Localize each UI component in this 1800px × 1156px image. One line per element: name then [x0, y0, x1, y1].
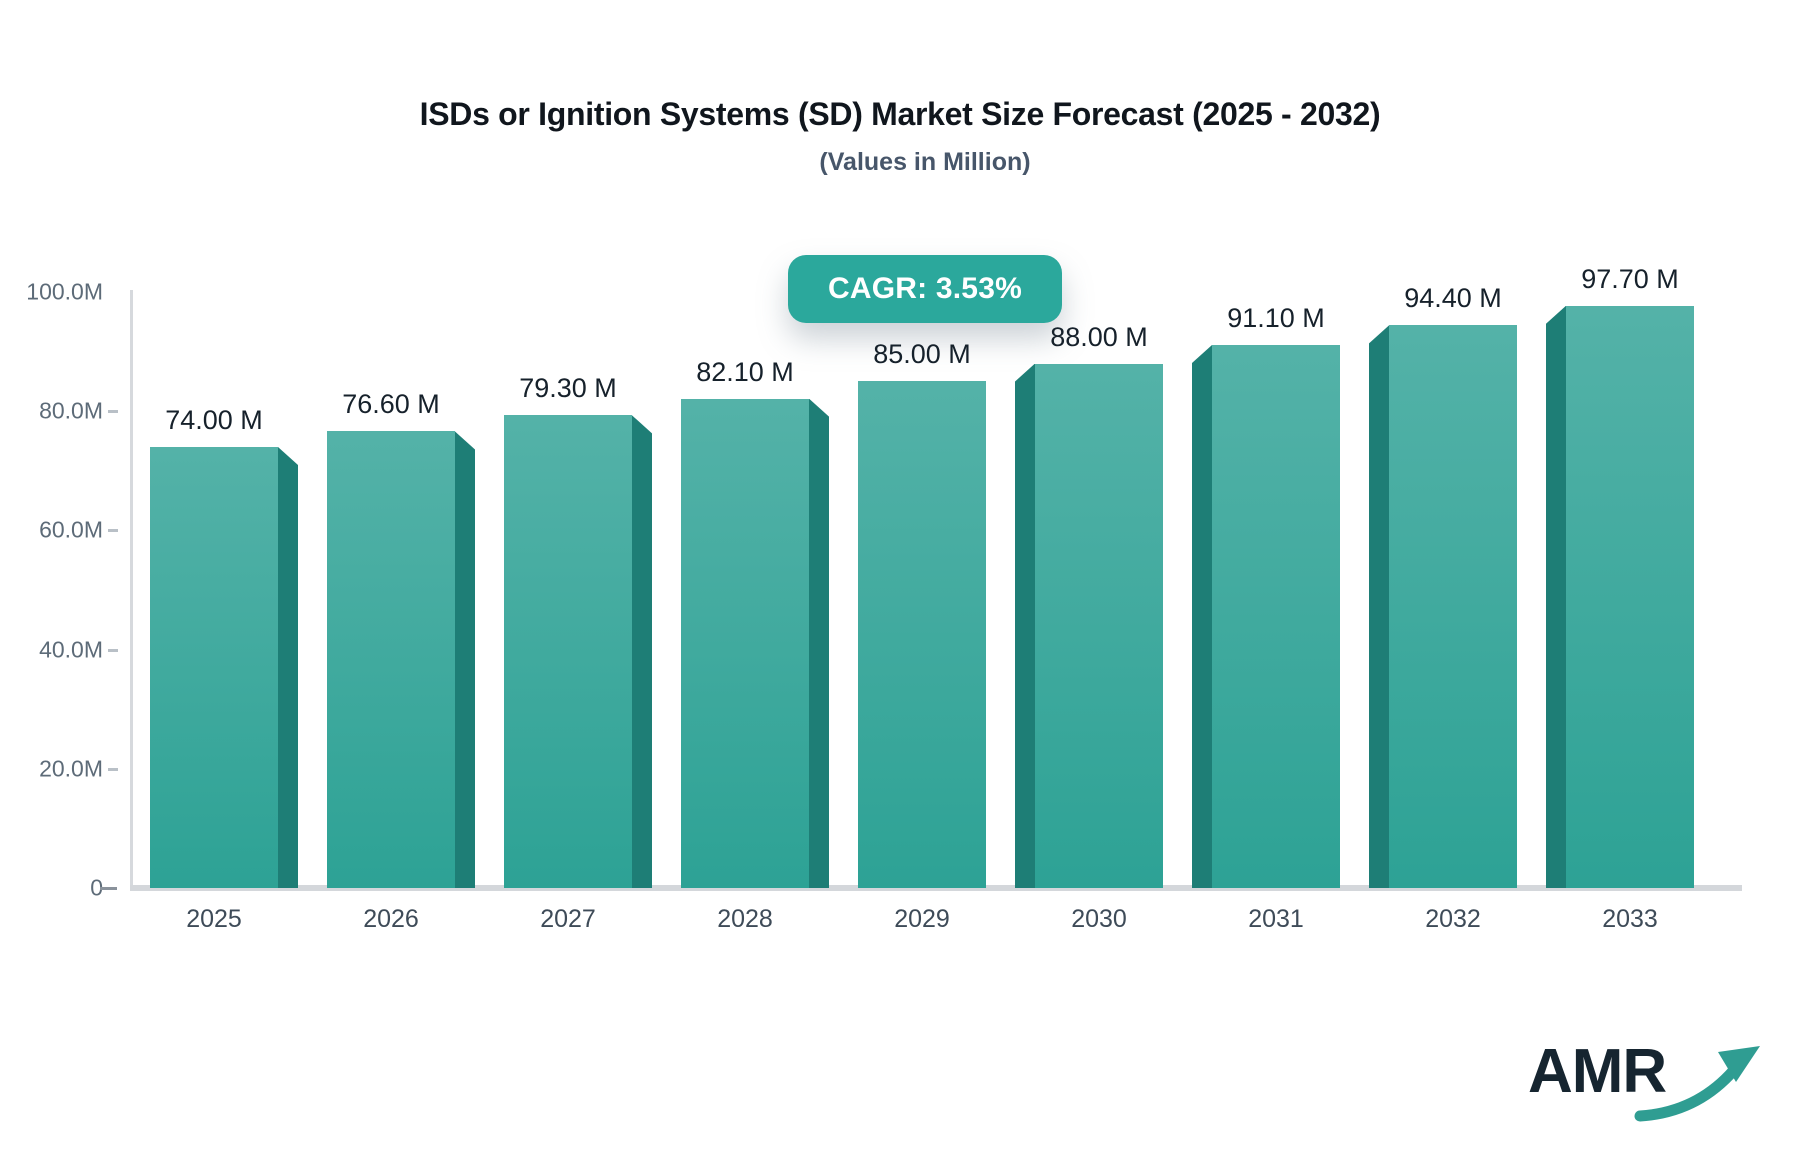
bar-value-label: 88.00 M — [1050, 321, 1148, 352]
bar-2029 — [858, 381, 986, 888]
bar-2025 — [150, 446, 278, 888]
y-axis-tick-label: 100.0M — [26, 278, 103, 305]
bar-2031 — [1212, 345, 1340, 888]
amr-logo-text: AMR — [1528, 1037, 1667, 1106]
bar-side-face-2031 — [1192, 345, 1212, 888]
y-axis-tick-mark — [100, 887, 117, 890]
bar-value-label: 97.70 M — [1581, 263, 1679, 294]
y-axis-tick-label: 80.0M — [39, 397, 103, 424]
bar-value-label: 79.30 M — [519, 373, 617, 404]
bar-value-label: 94.40 M — [1404, 283, 1502, 314]
x-axis-label: 2028 — [717, 905, 773, 933]
bar-value-label: 82.10 M — [696, 356, 794, 387]
bar-2027 — [504, 415, 632, 888]
chart-subtitle: (Values in Million) — [819, 148, 1031, 176]
bar-value-label: 85.00 M — [873, 339, 971, 370]
x-axis-label: 2033 — [1602, 905, 1658, 933]
x-axis-label: 2027 — [540, 905, 596, 933]
bar-value-label: 74.00 M — [165, 404, 263, 435]
bar-2028 — [681, 398, 809, 888]
cagr-badge: CAGR: 3.53% — [788, 255, 1062, 323]
bar-2032 — [1389, 325, 1517, 888]
chart-title: ISDs or Ignition Systems (SD) Market Siz… — [419, 96, 1381, 132]
amr-logo: AMR — [1528, 1030, 1768, 1122]
bar-side-face-2032 — [1369, 325, 1389, 888]
growth-arrow-icon — [1634, 1046, 1760, 1122]
bar-2033 — [1566, 305, 1694, 888]
bar-side-face-2030 — [1015, 363, 1035, 888]
x-axis-label: 2025 — [186, 905, 242, 933]
bar-value-label: 76.60 M — [342, 389, 440, 420]
y-axis-tick-label: 0 — [90, 874, 103, 901]
x-axis-label: 2029 — [894, 905, 950, 933]
y-axis-tick-mark — [108, 648, 118, 652]
y-axis-tick-label: 60.0M — [39, 516, 103, 543]
bar-2026 — [327, 431, 455, 888]
cagr-badge-label: CAGR: 3.53% — [828, 272, 1022, 305]
bar-value-label: 91.10 M — [1227, 303, 1325, 334]
y-axis-tick-mark — [108, 529, 118, 533]
x-axis-label: 2030 — [1071, 905, 1127, 933]
x-axis-label: 2031 — [1248, 905, 1304, 933]
bar-side-face-2025 — [278, 446, 298, 888]
x-axis-label: 2026 — [363, 905, 419, 933]
y-axis-tick-mark — [108, 767, 118, 771]
y-axis-tick-mark — [108, 410, 118, 414]
bar-side-face-2033 — [1546, 305, 1566, 888]
y-axis-tick-label: 40.0M — [39, 636, 103, 663]
bar-side-face-2026 — [455, 431, 475, 888]
bar-side-face-2027 — [632, 415, 652, 888]
x-axis-baseline — [130, 885, 1742, 891]
bar-2030 — [1035, 363, 1163, 888]
y-axis-line — [130, 290, 133, 888]
bar-side-face-2028 — [809, 398, 829, 888]
y-axis-tick-label: 20.0M — [39, 755, 103, 782]
x-axis-label: 2032 — [1425, 905, 1481, 933]
